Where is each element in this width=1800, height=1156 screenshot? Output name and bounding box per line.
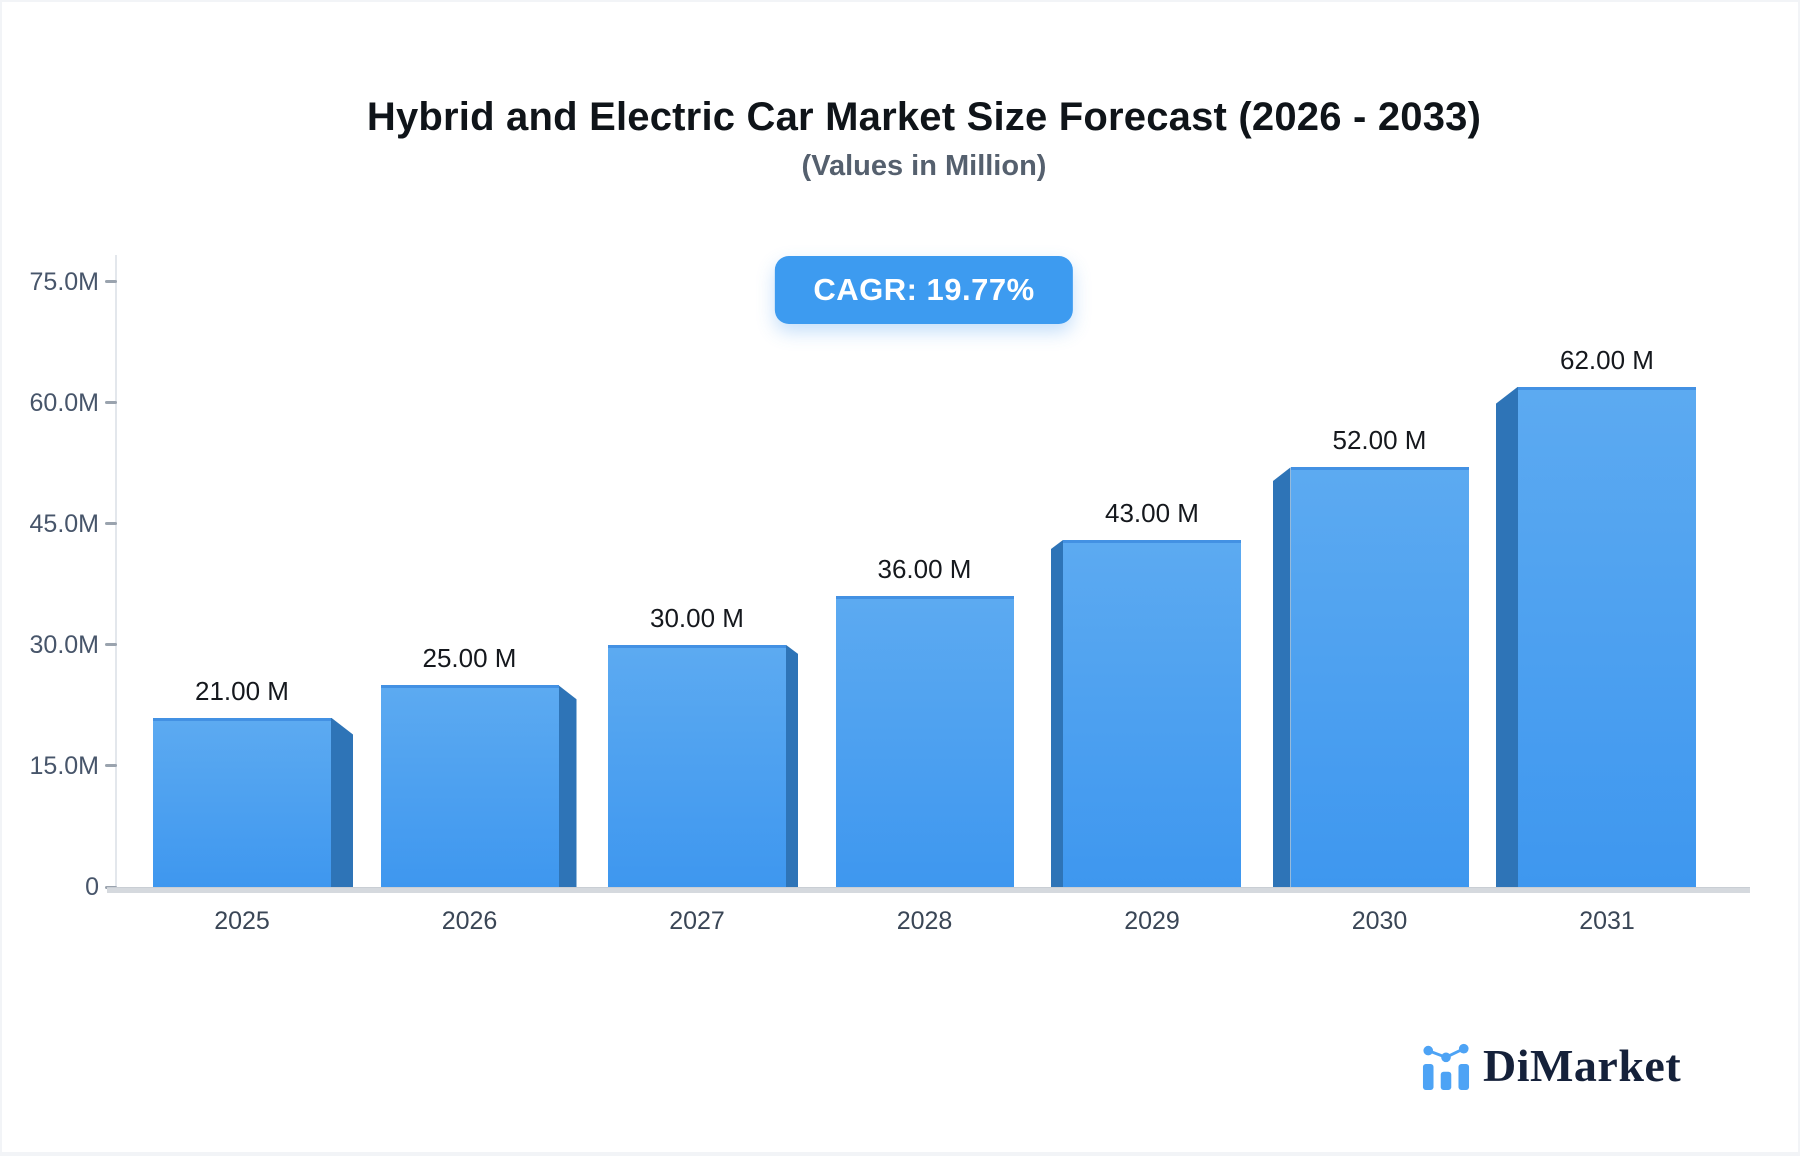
bar-2029	[1063, 539, 1241, 887]
y-tick-label: 45.0M	[29, 509, 99, 538]
y-tick-label: 0	[85, 873, 99, 901]
x-tick-label: 2030	[1351, 907, 1408, 935]
x-tick-label: 2029	[1124, 907, 1180, 935]
bar-2030	[1290, 467, 1469, 887]
bar-value-label: 62.00 M	[1560, 344, 1654, 375]
y-tick-label: 30.0M	[29, 630, 99, 659]
x-tick-label: 2025	[214, 907, 270, 935]
chart-title: Hybrid and Electric Car Market Size Fore…	[366, 95, 1482, 139]
y-tick-label: 75.0M	[29, 267, 99, 296]
bar-value-label: 43.00 M	[1105, 497, 1199, 528]
bar-value-label: 52.00 M	[1332, 425, 1427, 456]
bar-side-face	[331, 717, 353, 887]
x-tick-label: 2026	[441, 907, 498, 935]
bar-value-label: 30.00 M	[650, 602, 744, 633]
y-tick-dash	[105, 401, 117, 405]
chart-header: Hybrid and Electric Car Market Size Fore…	[366, 94, 1482, 325]
x-tick-label: 2027	[669, 907, 725, 935]
chart-subtitle: (Values in Million)	[801, 150, 1047, 182]
y-tick-dash	[105, 522, 117, 526]
y-tick-dash	[105, 280, 117, 284]
bar-2031	[1518, 386, 1696, 887]
bar-2028	[835, 596, 1014, 887]
bar-2027	[608, 644, 786, 887]
cagr-badge: CAGR: 19.77%	[775, 255, 1073, 325]
y-tick-dash	[105, 643, 117, 647]
bar-side-face	[558, 685, 577, 887]
y-axis-line	[115, 255, 117, 891]
y-tick-label: 15.0M	[29, 751, 99, 780]
y-tick-dash	[105, 764, 117, 768]
logo-text: DiMarket	[1483, 1039, 1682, 1091]
bar-side-face	[786, 644, 798, 887]
x-tick-label: 2031	[1579, 907, 1635, 935]
bar-value-label: 21.00 M	[195, 675, 289, 706]
bar-2025	[153, 717, 331, 887]
bar-chart-logo-icon	[1422, 1043, 1470, 1090]
x-axis-line	[107, 887, 1750, 893]
dimarket-logo: DiMarket	[1422, 1040, 1681, 1090]
bar-2026	[380, 685, 559, 887]
x-tick-label: 2028	[896, 907, 953, 935]
bar-value-label: 25.00 M	[422, 643, 517, 674]
bar-side-face	[1496, 386, 1518, 887]
bar-side-face	[1051, 539, 1063, 887]
y-tick-label: 60.0M	[29, 388, 99, 417]
bar-side-face	[1272, 467, 1291, 887]
bar-value-label: 36.00 M	[877, 554, 972, 585]
